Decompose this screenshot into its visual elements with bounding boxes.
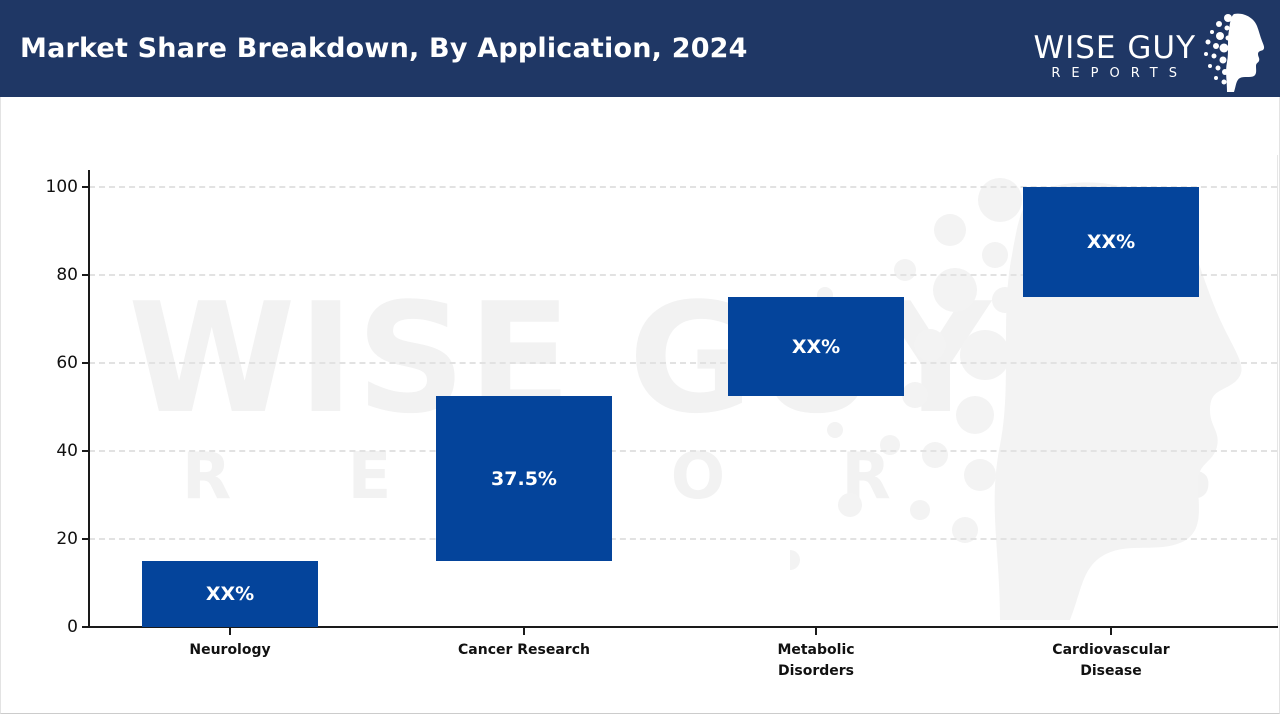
y-tick-100: [82, 186, 89, 188]
y-tick-label: 40: [56, 441, 78, 461]
y-tick-40: [82, 450, 89, 452]
gridline-40: [89, 450, 1277, 452]
x-category-label: Cancer Research: [458, 642, 590, 658]
header-band: Market Share Breakdown, By Application, …: [0, 0, 1280, 97]
x-tick: [1110, 628, 1112, 635]
bar-cancer-research[interactable]: 37.5%: [436, 396, 612, 561]
x-category-label: Neurology: [189, 642, 271, 658]
brand-face-icon: [1204, 13, 1265, 92]
x-category-label: Cardiovascular Disease: [1052, 642, 1170, 679]
x-tick: [229, 628, 231, 635]
x-axis-line: [88, 626, 1278, 628]
y-tick-label: 20: [56, 529, 78, 549]
y-tick-60: [82, 362, 89, 364]
brand-logo: WISE GUY REPORTS: [1016, 6, 1266, 92]
y-tick-label: 100: [45, 177, 78, 197]
gridline-60: [89, 362, 1277, 364]
y-tick-label: 0: [67, 617, 78, 637]
brand-logo-subtitle: REPORTS: [1051, 66, 1188, 81]
x-tick: [523, 628, 525, 635]
y-tick-label: 60: [56, 353, 78, 373]
bar-cardiovascular-disease[interactable]: XX%: [1023, 187, 1199, 297]
bar-value-label: 37.5%: [491, 467, 557, 490]
bar-value-label: XX%: [791, 335, 841, 358]
x-category-label: Metabolic Disorders: [777, 642, 855, 679]
y-tick-80: [82, 274, 89, 276]
x-tick: [815, 628, 817, 635]
bar-value-label: XX%: [1086, 231, 1136, 253]
y-tick-20: [82, 538, 89, 540]
chart-title: Market Share Breakdown, By Application, …: [20, 33, 748, 64]
bar-neurology[interactable]: XX%: [142, 561, 318, 627]
bar-value-label: XX%: [205, 583, 255, 605]
y-tick-label: 80: [56, 265, 78, 285]
gridline-100: [89, 186, 1277, 188]
bar-metabolic-disorders[interactable]: XX%: [728, 297, 904, 396]
right-spine: [1277, 155, 1278, 627]
y-tick-0: [82, 626, 89, 628]
brand-logo-name: WISE GUY: [1033, 30, 1196, 66]
gridline-20: [89, 538, 1277, 540]
y-axis-line: [88, 170, 90, 628]
gridline-80: [89, 274, 1277, 276]
